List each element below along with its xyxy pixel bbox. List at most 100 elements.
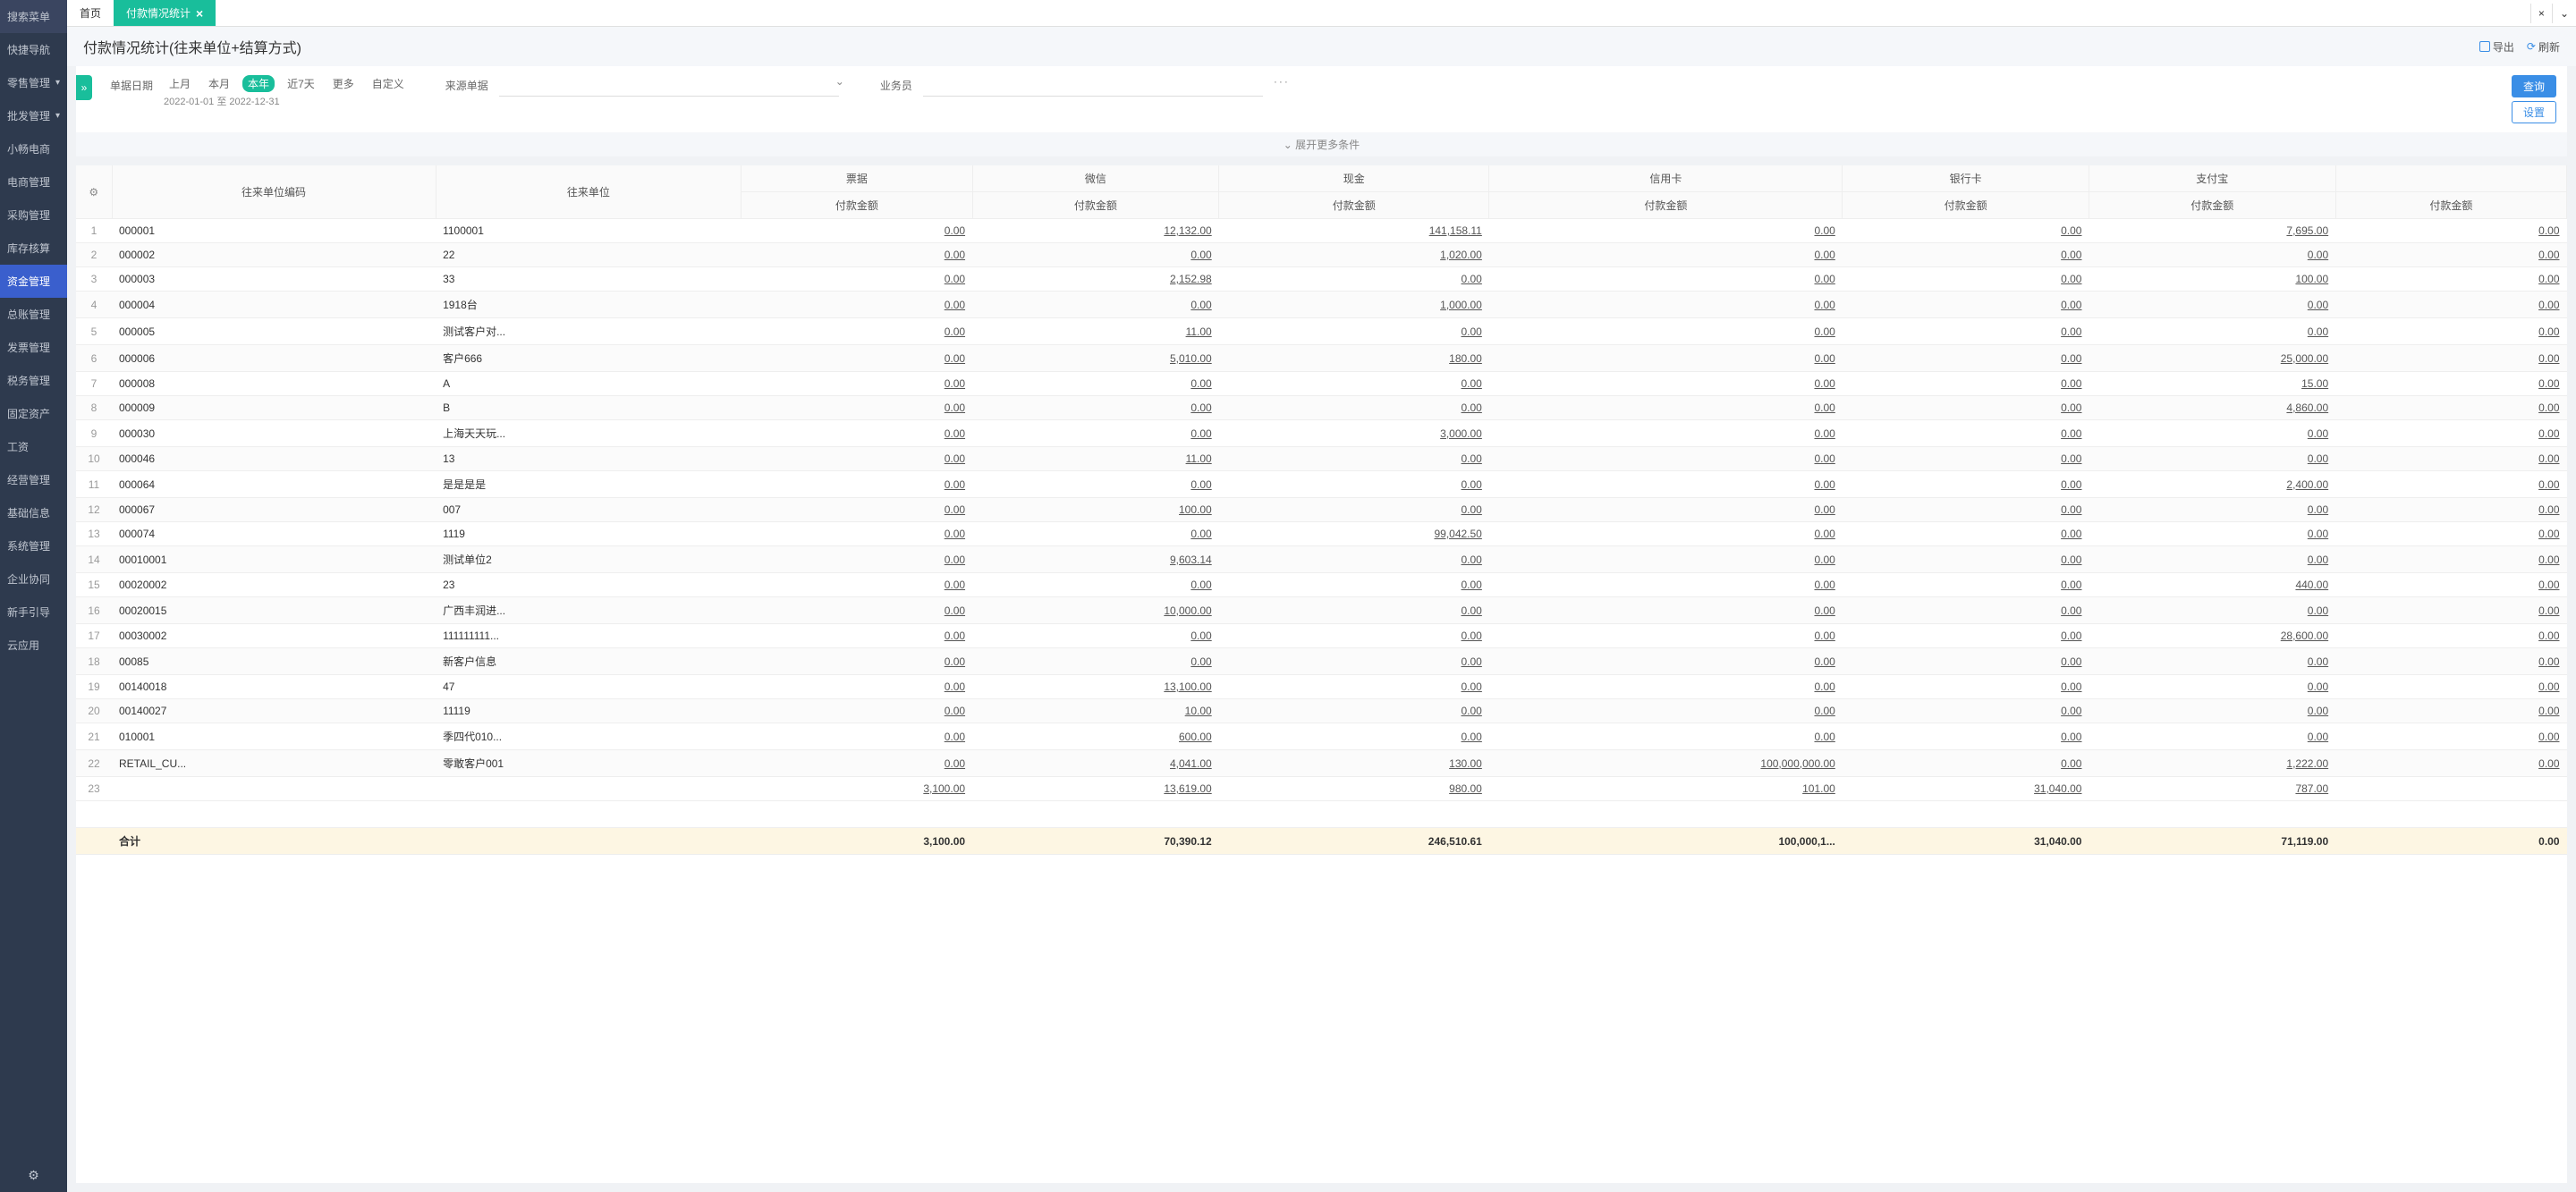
cell-amount[interactable]: 0.00 [1489,522,1843,546]
cell-amount[interactable]: 0.00 [741,522,972,546]
cell-amount[interactable]: 0.00 [1219,597,1489,624]
cell-amount[interactable]: 9,603.14 [972,546,1219,573]
cell-amount[interactable]: 0.00 [2089,597,2335,624]
cell-amount[interactable]: 0.00 [1843,750,2089,777]
collapse-handle[interactable]: » [76,75,92,100]
cell-amount[interactable]: 0.00 [1219,723,1489,750]
cell-amount[interactable]: 180.00 [1219,345,1489,372]
cell-amount[interactable]: 0.00 [972,471,1219,498]
cell-amount[interactable]: 0.00 [1489,267,1843,292]
cell-amount[interactable]: 0.00 [1843,498,2089,522]
cell-amount[interactable]: 2,400.00 [2089,471,2335,498]
cell-amount[interactable]: 0.00 [1489,243,1843,267]
cell-amount[interactable]: 0.00 [2335,675,2566,699]
sidebar-item[interactable]: 总账管理 [0,298,67,331]
cell-amount[interactable]: 25,000.00 [2089,345,2335,372]
cell-amount[interactable]: 0.00 [1219,267,1489,292]
cell-amount[interactable]: 3,100.00 [741,777,972,801]
cell-amount[interactable]: 0.00 [1843,546,2089,573]
cell-amount[interactable]: 1,222.00 [2089,750,2335,777]
cell-amount[interactable]: 600.00 [972,723,1219,750]
cell-amount[interactable]: 99,042.50 [1219,522,1489,546]
cell-amount[interactable]: 0.00 [2335,699,2566,723]
cell-amount[interactable]: 0.00 [1843,699,2089,723]
cell-amount[interactable]: 4,041.00 [972,750,1219,777]
cell-amount[interactable]: 0.00 [1219,675,1489,699]
tabs-close-all[interactable]: × [2530,4,2552,23]
cell-amount[interactable]: 0.00 [1219,498,1489,522]
cell-amount[interactable]: 0.00 [2335,420,2566,447]
cell-amount[interactable]: 4,860.00 [2089,396,2335,420]
cell-amount[interactable]: 10.00 [972,699,1219,723]
cell-amount[interactable]: 0.00 [972,624,1219,648]
date-quick-btn[interactable]: 本月 [203,75,235,92]
cell-amount[interactable]: 0.00 [2335,498,2566,522]
close-icon[interactable]: × [196,6,203,21]
cell-amount[interactable] [2335,777,2566,801]
cell-amount[interactable]: 0.00 [741,573,972,597]
cell-amount[interactable]: 0.00 [2335,648,2566,675]
cell-amount[interactable]: 0.00 [1489,723,1843,750]
cell-amount[interactable]: 0.00 [2335,318,2566,345]
cell-amount[interactable]: 0.00 [741,219,972,243]
cell-amount[interactable]: 0.00 [741,447,972,471]
cell-amount[interactable]: 0.00 [972,573,1219,597]
export-button[interactable]: 导出 [2479,39,2514,55]
cell-amount[interactable]: 2,152.98 [972,267,1219,292]
cell-amount[interactable]: 0.00 [1489,498,1843,522]
cell-amount[interactable]: 0.00 [1489,471,1843,498]
cell-amount[interactable]: 0.00 [2089,292,2335,318]
cell-amount[interactable]: 0.00 [1843,372,2089,396]
date-quick-btn[interactable]: 更多 [327,75,360,92]
cell-amount[interactable]: 0.00 [1219,447,1489,471]
sidebar-item[interactable]: 工资 [0,430,67,463]
expand-more[interactable]: ⌄ 展开更多条件 [76,132,2567,156]
cell-amount[interactable]: 0.00 [1489,318,1843,345]
cell-amount[interactable]: 0.00 [972,292,1219,318]
settings-button[interactable]: 设置 [2512,101,2556,123]
tab-home[interactable]: 首页 [67,0,114,26]
cell-amount[interactable]: 0.00 [1219,699,1489,723]
sidebar-item[interactable]: 基础信息 [0,496,67,529]
cell-amount[interactable]: 0.00 [741,420,972,447]
tab-payment-stats[interactable]: 付款情况统计 × [114,0,216,26]
cell-amount[interactable]: 0.00 [1843,471,2089,498]
cell-amount[interactable]: 0.00 [1219,372,1489,396]
cell-amount[interactable]: 141,158.11 [1219,219,1489,243]
cell-amount[interactable]: 11.00 [972,318,1219,345]
cell-amount[interactable]: 0.00 [1489,624,1843,648]
sidebar-item[interactable]: 电商管理 [0,165,67,199]
cell-amount[interactable]: 0.00 [2089,675,2335,699]
cell-amount[interactable]: 12,132.00 [972,219,1219,243]
cell-amount[interactable]: 0.00 [1489,546,1843,573]
cell-amount[interactable]: 0.00 [741,345,972,372]
cell-amount[interactable]: 0.00 [2089,318,2335,345]
sidebar-item[interactable]: 采购管理 [0,199,67,232]
cell-amount[interactable]: 0.00 [1843,396,2089,420]
cell-amount[interactable]: 0.00 [1843,573,2089,597]
cell-amount[interactable]: 0.00 [1489,372,1843,396]
sidebar-item[interactable]: 经营管理 [0,463,67,496]
cell-amount[interactable]: 0.00 [1489,219,1843,243]
cell-amount[interactable]: 0.00 [1219,546,1489,573]
cell-amount[interactable]: 980.00 [1219,777,1489,801]
cell-amount[interactable]: 0.00 [1489,573,1843,597]
cell-amount[interactable]: 0.00 [741,471,972,498]
sidebar-item[interactable]: 固定资产 [0,397,67,430]
cell-amount[interactable]: 0.00 [972,243,1219,267]
cell-amount[interactable]: 0.00 [1843,292,2089,318]
source-input[interactable] [499,75,839,97]
sidebar-item[interactable]: 云应用 [0,629,67,662]
cell-amount[interactable]: 1,020.00 [1219,243,1489,267]
date-quick-btn[interactable]: 自定义 [367,75,410,92]
cell-amount[interactable]: 0.00 [2335,372,2566,396]
cell-amount[interactable]: 0.00 [1489,396,1843,420]
cell-amount[interactable]: 0.00 [2089,243,2335,267]
cell-amount[interactable]: 0.00 [741,318,972,345]
cell-amount[interactable]: 0.00 [2089,420,2335,447]
cell-amount[interactable]: 0.00 [1843,219,2089,243]
sidebar-item[interactable]: 快捷导航 [0,33,67,66]
sidebar-item[interactable]: 批发管理▾ [0,99,67,132]
cell-amount[interactable]: 0.00 [1843,447,2089,471]
date-quick-btn[interactable]: 近7天 [282,75,320,92]
